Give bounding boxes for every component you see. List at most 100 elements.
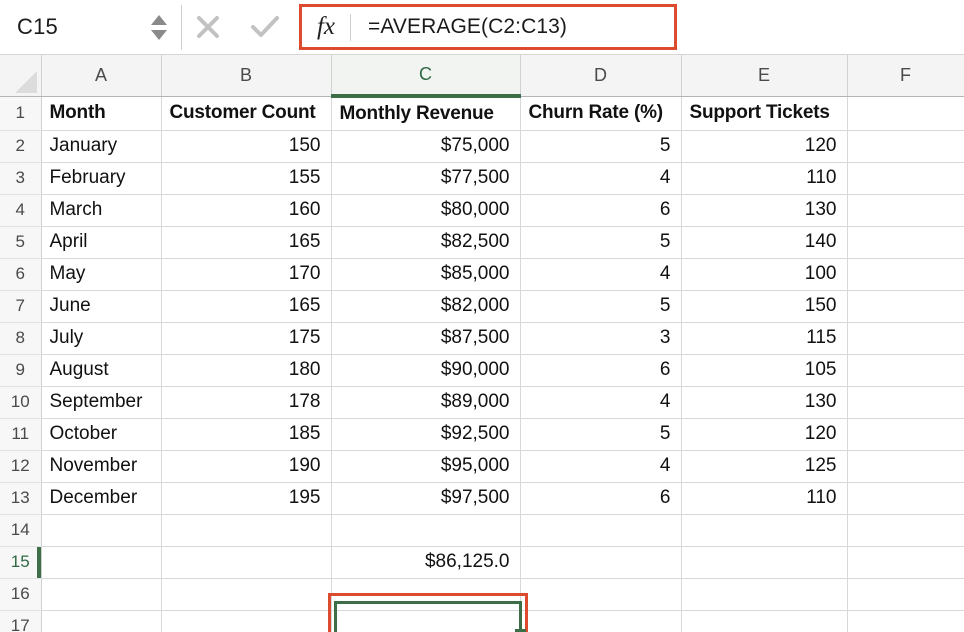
cell-c15[interactable]: $86,125.0 xyxy=(331,546,521,579)
row-header[interactable]: 16 xyxy=(0,578,42,611)
cell-c7[interactable]: $82,000 xyxy=(331,290,521,323)
cell-a3[interactable]: February xyxy=(41,162,162,195)
name-box-value[interactable]: C15 xyxy=(17,14,58,39)
cell-a16[interactable] xyxy=(41,578,162,611)
column-header-e[interactable]: E xyxy=(681,55,848,97)
cell-a11[interactable]: October xyxy=(41,418,162,451)
cell-f7[interactable] xyxy=(847,290,964,323)
cell-e3[interactable]: 110 xyxy=(681,162,848,195)
cell-c8[interactable]: $87,500 xyxy=(331,322,521,355)
cell-f8[interactable] xyxy=(847,322,964,355)
cell-a10[interactable]: September xyxy=(41,386,162,419)
cell-a17[interactable] xyxy=(41,610,162,632)
cell-a12[interactable]: November xyxy=(41,450,162,483)
cell-b7[interactable]: 165 xyxy=(161,290,332,323)
cell-a8[interactable]: July xyxy=(41,322,162,355)
cell-e9[interactable]: 105 xyxy=(681,354,848,387)
cell-d14[interactable] xyxy=(520,514,682,547)
cell-b14[interactable] xyxy=(161,514,332,547)
cell-a4[interactable]: March xyxy=(41,194,162,227)
cell-c4[interactable]: $80,000 xyxy=(331,194,521,227)
cell-b4[interactable]: 160 xyxy=(161,194,332,227)
cell-a14[interactable] xyxy=(41,514,162,547)
cell-f2[interactable] xyxy=(847,130,964,163)
cell-b15[interactable] xyxy=(161,546,332,579)
row-header[interactable]: 4 xyxy=(0,194,42,227)
cell-c11[interactable]: $92,500 xyxy=(331,418,521,451)
cell-e6[interactable]: 100 xyxy=(681,258,848,291)
cell-f13[interactable] xyxy=(847,482,964,515)
close-icon[interactable] xyxy=(193,12,223,42)
formula-input-container[interactable]: fx =AVERAGE(C2:C13) xyxy=(299,4,677,50)
cell-f12[interactable] xyxy=(847,450,964,483)
column-header-f[interactable]: F xyxy=(847,55,964,97)
row-header[interactable]: 1 xyxy=(0,96,42,131)
cell-a15[interactable] xyxy=(41,546,162,579)
cell-d13[interactable]: 6 xyxy=(520,482,682,515)
cell-d10[interactable]: 4 xyxy=(520,386,682,419)
row-header[interactable]: 17 xyxy=(0,610,42,632)
cell-e5[interactable]: 140 xyxy=(681,226,848,259)
row-header[interactable]: 5 xyxy=(0,226,42,259)
column-header-b[interactable]: B xyxy=(161,55,332,97)
cell-e2[interactable]: 120 xyxy=(681,130,848,163)
cell-f15[interactable] xyxy=(847,546,964,579)
column-header-d[interactable]: D xyxy=(520,55,682,97)
cell-b17[interactable] xyxy=(161,610,332,632)
cell-e16[interactable] xyxy=(681,578,848,611)
cell-a5[interactable]: April xyxy=(41,226,162,259)
cell-f3[interactable] xyxy=(847,162,964,195)
row-header[interactable]: 11 xyxy=(0,418,42,451)
cell-b8[interactable]: 175 xyxy=(161,322,332,355)
cell-e11[interactable]: 120 xyxy=(681,418,848,451)
cell-e15[interactable] xyxy=(681,546,848,579)
cell-a13[interactable]: December xyxy=(41,482,162,515)
cell-b10[interactable]: 178 xyxy=(161,386,332,419)
cell-f6[interactable] xyxy=(847,258,964,291)
cell-d1[interactable]: Churn Rate (%) xyxy=(520,96,682,131)
cell-b13[interactable]: 195 xyxy=(161,482,332,515)
row-header[interactable]: 12 xyxy=(0,450,42,483)
name-box[interactable]: C15 xyxy=(0,0,180,54)
row-header[interactable]: 2 xyxy=(0,130,42,163)
row-header[interactable]: 14 xyxy=(0,514,42,547)
column-header-a[interactable]: A xyxy=(41,55,162,97)
cell-f16[interactable] xyxy=(847,578,964,611)
cell-e7[interactable]: 150 xyxy=(681,290,848,323)
cell-f1[interactable] xyxy=(847,96,964,131)
cell-d11[interactable]: 5 xyxy=(520,418,682,451)
cell-d17[interactable] xyxy=(520,610,682,632)
row-header[interactable]: 3 xyxy=(0,162,42,195)
cell-f4[interactable] xyxy=(847,194,964,227)
row-header[interactable]: 15 xyxy=(0,546,42,579)
row-header[interactable]: 13 xyxy=(0,482,42,515)
cell-d6[interactable]: 4 xyxy=(520,258,682,291)
cell-c3[interactable]: $77,500 xyxy=(331,162,521,195)
cell-c17[interactable] xyxy=(331,610,521,632)
cell-e4[interactable]: 130 xyxy=(681,194,848,227)
cell-a6[interactable]: May xyxy=(41,258,162,291)
function-fx-icon[interactable]: fx xyxy=(316,12,336,40)
cell-d2[interactable]: 5 xyxy=(520,130,682,163)
cell-d7[interactable]: 5 xyxy=(520,290,682,323)
triangle-down-icon[interactable] xyxy=(151,29,167,40)
cell-b9[interactable]: 180 xyxy=(161,354,332,387)
check-icon[interactable] xyxy=(249,12,281,42)
triangle-up-icon[interactable] xyxy=(151,14,167,25)
row-header[interactable]: 7 xyxy=(0,290,42,323)
cell-f17[interactable] xyxy=(847,610,964,632)
cell-f9[interactable] xyxy=(847,354,964,387)
cell-d15[interactable] xyxy=(520,546,682,579)
cell-b3[interactable]: 155 xyxy=(161,162,332,195)
cell-e17[interactable] xyxy=(681,610,848,632)
cell-d16[interactable] xyxy=(520,578,682,611)
cell-e14[interactable] xyxy=(681,514,848,547)
row-header[interactable]: 10 xyxy=(0,386,42,419)
cell-b16[interactable] xyxy=(161,578,332,611)
cell-a7[interactable]: June xyxy=(41,290,162,323)
formula-input[interactable]: =AVERAGE(C2:C13) xyxy=(368,15,568,38)
cell-d8[interactable]: 3 xyxy=(520,322,682,355)
cell-f11[interactable] xyxy=(847,418,964,451)
cell-d3[interactable]: 4 xyxy=(520,162,682,195)
cell-c10[interactable]: $89,000 xyxy=(331,386,521,419)
